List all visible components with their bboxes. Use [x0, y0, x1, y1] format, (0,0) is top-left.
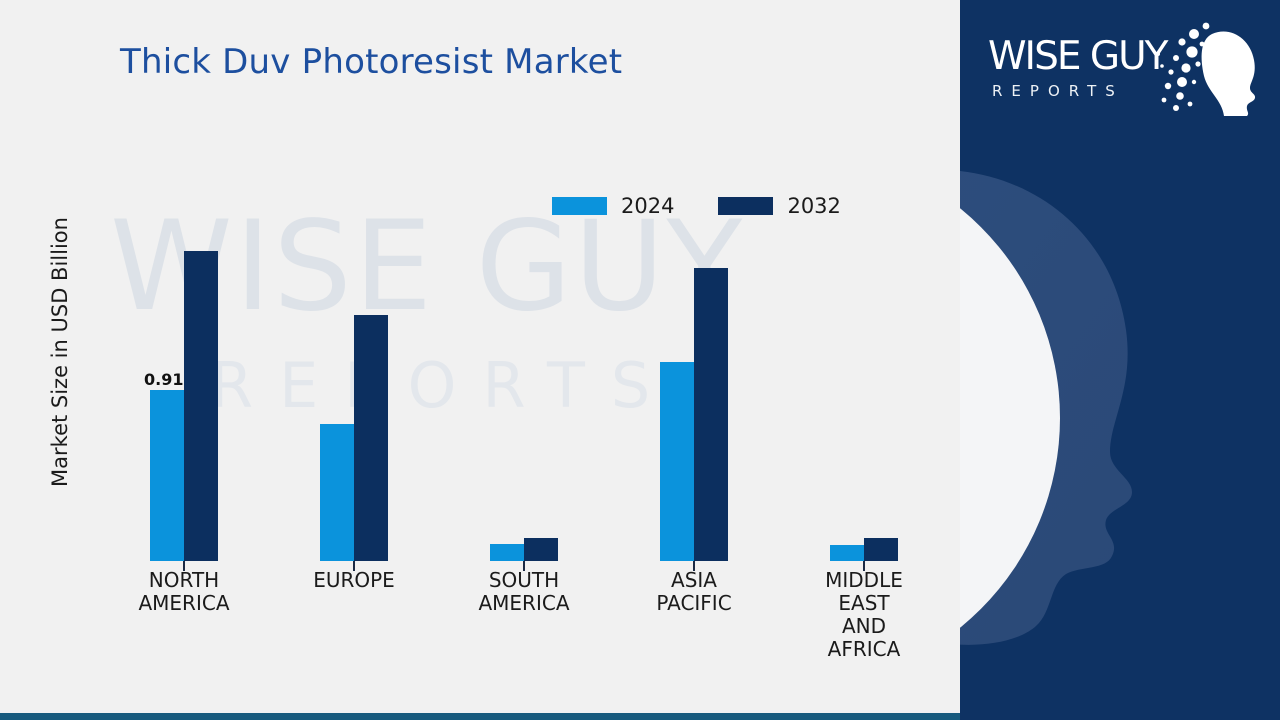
page-title: Thick Duv Photoresist Market [120, 42, 623, 82]
bar-2032-north-america[interactable] [184, 251, 218, 561]
axis-tick [353, 561, 355, 571]
plot-region: NORTH AMERICA EUROPE SOUTH AMERICA ASIA PAC… [138, 251, 903, 661]
head-silhouette-dots-icon [1156, 22, 1256, 116]
legend-label-2024: 2024 [621, 194, 675, 218]
legend-swatch-2024 [552, 197, 607, 215]
axis-tick [183, 561, 185, 571]
chart-area: WISE GUY REPORTS Thick Duv Photoresist M… [48, 42, 903, 661]
x-axis-label: MIDDLE EAST AND AFRICA [825, 568, 903, 661]
legend-item-2032[interactable]: 2032 [718, 194, 841, 218]
axis-tick [863, 561, 865, 571]
bar-2024-north-america[interactable] [150, 390, 184, 561]
logo-subtext: REPORTS [992, 82, 1124, 100]
legend-label-2032: 2032 [787, 194, 841, 218]
chart-legend: 2024 2032 [552, 194, 841, 218]
x-axis-label: NORTH AMERICA [138, 568, 230, 615]
x-axis-label: EUROPE [313, 568, 395, 592]
x-axis-label: ASIA PACIFIC [656, 568, 732, 615]
bar-2032-south-america[interactable] [524, 538, 558, 561]
brand-artwork [960, 171, 1132, 645]
x-axis-label: SOUTH AMERICA [478, 568, 570, 615]
bar-value-label: 0.91 [144, 370, 184, 389]
brand-panel [960, 0, 1280, 720]
axis-tick [693, 561, 695, 571]
bar-2024-middle-east-and-africa[interactable] [830, 545, 864, 561]
bar-2024-asia-pacific[interactable] [660, 362, 694, 561]
footer-accent-bar [0, 713, 960, 720]
bar-2024-south-america[interactable] [490, 544, 524, 561]
axis-tick [523, 561, 525, 571]
legend-swatch-2032 [718, 197, 774, 215]
bar-2032-europe[interactable] [354, 315, 388, 561]
logo-wordmark: WISE GUY [988, 34, 1168, 79]
bar-2032-middle-east-and-africa[interactable] [864, 538, 898, 561]
bar-2024-europe[interactable] [320, 424, 354, 561]
bar-2032-asia-pacific[interactable] [694, 268, 728, 561]
brand-logo: WISE GUY REPORTS [988, 22, 1256, 116]
legend-item-2024[interactable]: 2024 [552, 194, 674, 218]
